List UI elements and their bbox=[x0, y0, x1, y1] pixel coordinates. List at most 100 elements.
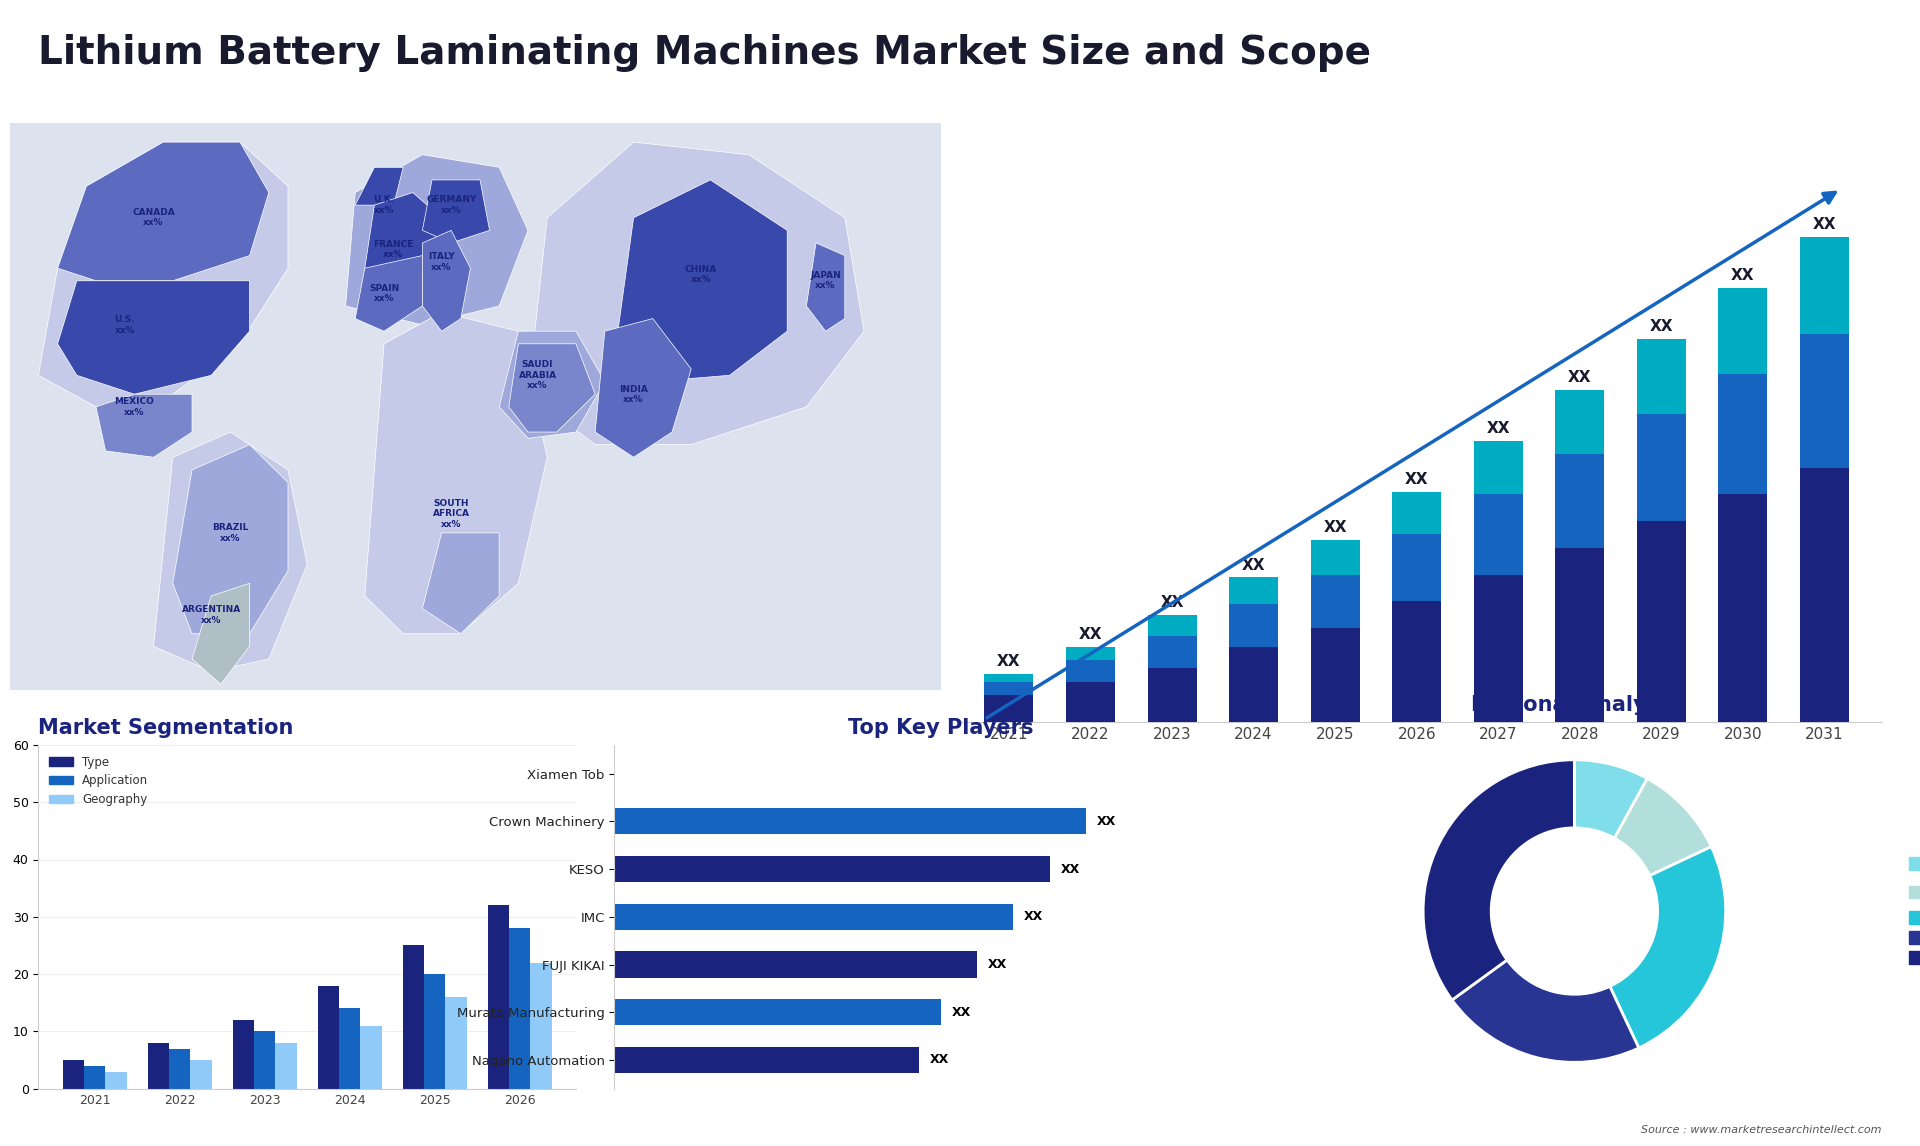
Text: SOUTH
AFRICA
xx%: SOUTH AFRICA xx% bbox=[432, 499, 470, 529]
Bar bbox=[1638, 414, 1686, 521]
Polygon shape bbox=[38, 142, 288, 407]
Wedge shape bbox=[1452, 960, 1640, 1062]
Bar bbox=[1718, 494, 1768, 722]
Bar bbox=[1475, 574, 1523, 722]
Text: XX: XX bbox=[1569, 370, 1592, 385]
Bar bbox=[1229, 604, 1279, 647]
Bar bbox=[614, 904, 1014, 929]
Text: XX: XX bbox=[1812, 218, 1836, 233]
Bar bbox=[1066, 660, 1116, 682]
Bar bbox=[361, 1026, 382, 1089]
Text: CANADA
xx%: CANADA xx% bbox=[132, 209, 175, 227]
Bar bbox=[1801, 468, 1849, 722]
Bar bbox=[232, 1020, 253, 1089]
Text: SPAIN
xx%: SPAIN xx% bbox=[369, 284, 399, 303]
Polygon shape bbox=[58, 281, 250, 394]
Text: JAPAN
xx%: JAPAN xx% bbox=[810, 272, 841, 290]
Text: Lithium Battery Laminating Machines Market Size and Scope: Lithium Battery Laminating Machines Mark… bbox=[38, 34, 1371, 72]
Text: U.K.
xx%: U.K. xx% bbox=[372, 196, 396, 214]
Text: XX: XX bbox=[1079, 627, 1102, 642]
Text: INDIA
xx%: INDIA xx% bbox=[618, 385, 649, 403]
Bar bbox=[530, 963, 551, 1089]
Bar bbox=[1475, 494, 1523, 574]
Bar bbox=[445, 997, 467, 1089]
Bar bbox=[985, 696, 1033, 722]
Text: XX: XX bbox=[1405, 472, 1428, 487]
Bar bbox=[1718, 374, 1768, 494]
Bar bbox=[1801, 333, 1849, 468]
Polygon shape bbox=[355, 167, 403, 205]
Bar bbox=[1148, 615, 1196, 636]
Bar bbox=[1066, 682, 1116, 722]
Bar bbox=[319, 986, 340, 1089]
Text: MEXICO
xx%: MEXICO xx% bbox=[115, 398, 154, 416]
Title: Regional Analysis: Regional Analysis bbox=[1471, 694, 1678, 715]
Bar bbox=[63, 1060, 84, 1089]
Polygon shape bbox=[355, 256, 422, 331]
Polygon shape bbox=[422, 230, 470, 331]
Text: BRAZIL
xx%: BRAZIL xx% bbox=[213, 524, 248, 542]
Legend: Latin America, Middle East &
Africa, Asia Pacific, Europe, North America: Latin America, Middle East & Africa, Asi… bbox=[1905, 853, 1920, 970]
Text: XX: XX bbox=[1023, 910, 1043, 924]
Bar bbox=[614, 1046, 920, 1073]
Bar bbox=[1555, 548, 1605, 722]
Text: FRANCE
xx%: FRANCE xx% bbox=[372, 240, 415, 259]
Bar bbox=[1718, 288, 1768, 374]
Text: Market Segmentation: Market Segmentation bbox=[38, 717, 294, 738]
Bar bbox=[1555, 454, 1605, 548]
Bar bbox=[84, 1066, 106, 1089]
Legend: Type, Application, Geography: Type, Application, Geography bbox=[44, 751, 154, 811]
Bar bbox=[614, 808, 1087, 834]
Bar bbox=[106, 1072, 127, 1089]
Bar bbox=[403, 945, 424, 1089]
Polygon shape bbox=[154, 432, 307, 672]
Bar bbox=[340, 1008, 361, 1089]
Polygon shape bbox=[58, 142, 269, 281]
Bar bbox=[1311, 540, 1359, 574]
Text: GERMANY
xx%: GERMANY xx% bbox=[426, 196, 476, 214]
Polygon shape bbox=[499, 331, 605, 439]
Bar bbox=[253, 1031, 275, 1089]
Bar bbox=[1638, 339, 1686, 414]
Polygon shape bbox=[614, 180, 787, 382]
Text: XX: XX bbox=[1649, 319, 1672, 335]
Wedge shape bbox=[1574, 760, 1647, 838]
Text: XX: XX bbox=[952, 1006, 972, 1019]
Polygon shape bbox=[346, 155, 528, 325]
Bar bbox=[1392, 534, 1442, 602]
Text: XX: XX bbox=[989, 958, 1008, 971]
Text: XX: XX bbox=[996, 654, 1021, 669]
Text: SAUDI
ARABIA
xx%: SAUDI ARABIA xx% bbox=[518, 360, 557, 391]
Polygon shape bbox=[806, 243, 845, 331]
Text: XX: XX bbox=[1486, 421, 1509, 435]
Bar bbox=[169, 1049, 190, 1089]
Bar bbox=[148, 1043, 169, 1089]
Bar bbox=[1475, 441, 1523, 494]
Bar bbox=[614, 951, 977, 978]
Polygon shape bbox=[365, 193, 442, 281]
Bar bbox=[614, 856, 1050, 882]
Wedge shape bbox=[1423, 760, 1574, 1000]
Polygon shape bbox=[422, 180, 490, 243]
Text: CHINA
xx%: CHINA xx% bbox=[685, 265, 716, 284]
Polygon shape bbox=[365, 313, 547, 634]
Polygon shape bbox=[422, 533, 499, 634]
Text: XX: XX bbox=[1323, 520, 1348, 535]
Text: ITALY
xx%: ITALY xx% bbox=[428, 252, 455, 272]
Text: XX: XX bbox=[1060, 863, 1079, 876]
Bar bbox=[488, 905, 509, 1089]
Polygon shape bbox=[528, 142, 864, 445]
Bar bbox=[190, 1060, 211, 1089]
Wedge shape bbox=[1615, 778, 1711, 876]
Polygon shape bbox=[509, 344, 595, 432]
Text: XX: XX bbox=[1242, 557, 1265, 573]
Text: ARGENTINA
xx%: ARGENTINA xx% bbox=[182, 605, 240, 625]
Bar bbox=[424, 974, 445, 1089]
Bar bbox=[1148, 636, 1196, 668]
Bar bbox=[1229, 647, 1279, 722]
Bar bbox=[1229, 578, 1279, 604]
Text: XX: XX bbox=[1096, 815, 1116, 827]
Polygon shape bbox=[173, 445, 288, 634]
Bar bbox=[1311, 628, 1359, 722]
Text: U.S.
xx%: U.S. xx% bbox=[115, 315, 134, 335]
